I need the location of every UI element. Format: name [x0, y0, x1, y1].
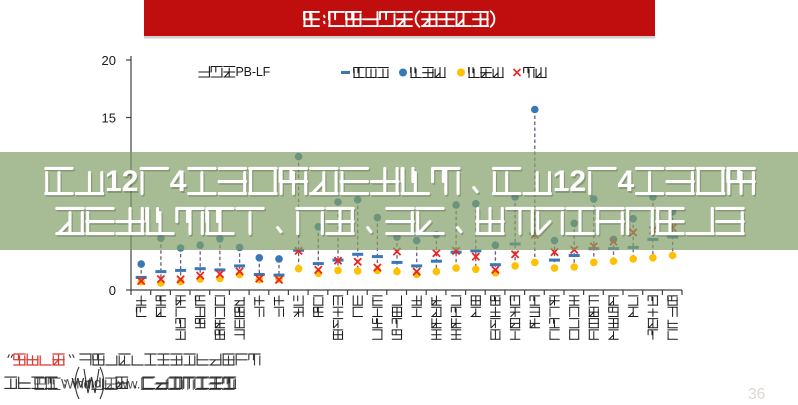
svg-text:Wind: Wind [61, 376, 91, 391]
svg-text:4: 4 [618, 165, 635, 198]
svg-text:PB-LF: PB-LF [236, 65, 271, 79]
svg-text:12: 12 [106, 167, 139, 200]
svg-text:4: 4 [171, 167, 188, 200]
svg-text:12: 12 [554, 167, 587, 200]
svg-text:4: 4 [619, 167, 636, 200]
svg-text:36: 36 [748, 386, 765, 400]
svg-text:20: 20 [102, 53, 116, 68]
svg-text:4: 4 [170, 165, 187, 198]
svg-text:12: 12 [105, 165, 138, 198]
svg-text:15: 15 [102, 111, 116, 126]
svg-text:0: 0 [109, 283, 116, 298]
svg-text:12: 12 [553, 165, 586, 198]
svg-text:ww.: ww. [117, 376, 141, 391]
